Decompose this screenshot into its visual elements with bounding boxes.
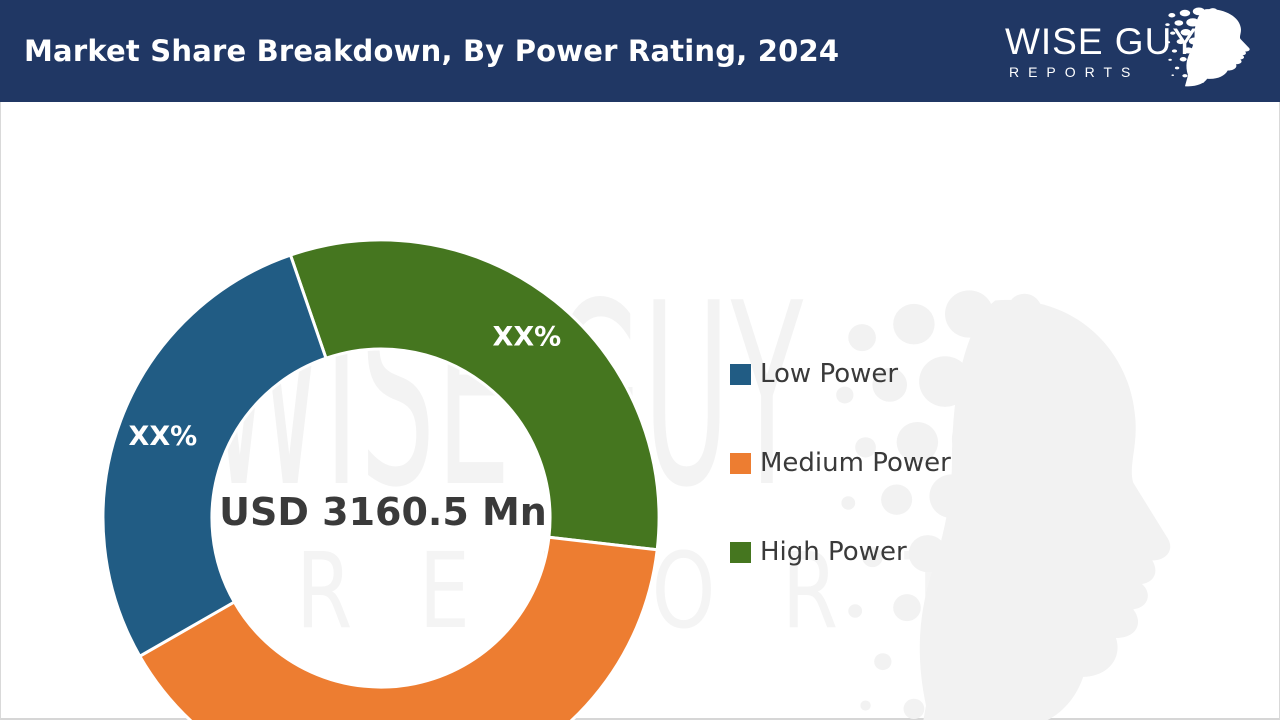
slice-label-low-power: XX% xyxy=(129,421,198,452)
face-dot xyxy=(1000,587,1021,608)
face-dot xyxy=(893,594,921,622)
donut-slice-low-power[interactable] xyxy=(101,253,328,658)
face-dot xyxy=(860,700,871,711)
wise-guy-logo: WISE GUY REPORTS xyxy=(1005,0,1260,102)
face-dot xyxy=(893,303,935,345)
face-dot xyxy=(1017,418,1046,446)
logo-name: WISE GUY xyxy=(1004,20,1198,62)
header-bar: Market Share Breakdown, By Power Rating,… xyxy=(0,0,1280,102)
face-dot xyxy=(1064,413,1082,431)
slice-label-high-power: XX% xyxy=(493,321,562,352)
face-dot xyxy=(874,653,892,671)
face-dot xyxy=(945,290,994,338)
face-dot xyxy=(1176,39,1185,45)
face-dot xyxy=(951,415,1001,463)
page-title: Market Share Breakdown, By Power Rating,… xyxy=(24,34,840,68)
face-dot xyxy=(1180,29,1192,36)
face-dot xyxy=(1170,31,1176,35)
legend-label-low-power: Low Power xyxy=(760,359,899,389)
face-dot xyxy=(1171,49,1178,53)
face-dot xyxy=(962,530,1004,571)
donut-slice-high-power[interactable] xyxy=(289,238,661,552)
face-profile xyxy=(1184,9,1250,87)
face-dot xyxy=(922,643,954,674)
face-dot xyxy=(1043,474,1061,492)
legend-swatch-medium-power xyxy=(730,453,751,474)
face-dot xyxy=(984,356,1023,394)
face-profile xyxy=(919,299,1171,720)
face-dot xyxy=(977,639,1002,664)
legend-item-medium-power[interactable]: Medium Power xyxy=(730,449,951,478)
face-dot xyxy=(848,604,863,618)
chart-center-value: USD 3160.5 Mn xyxy=(219,490,547,534)
legend-item-high-power[interactable]: High Power xyxy=(730,538,951,567)
logo-face-icon xyxy=(1165,7,1250,87)
legend-label-medium-power: Medium Power xyxy=(760,448,951,478)
face-dot xyxy=(951,688,980,716)
donut-slice-medium-power[interactable] xyxy=(138,535,659,720)
face-dot xyxy=(943,585,982,623)
face-dot xyxy=(1059,320,1080,341)
face-dot xyxy=(1168,58,1172,61)
face-dot xyxy=(1179,9,1191,17)
legend-swatch-low-power xyxy=(730,364,751,385)
logo-tagline: REPORTS xyxy=(1008,63,1140,80)
face-dot xyxy=(1166,41,1171,44)
face-dot xyxy=(1179,57,1187,62)
face-dot xyxy=(848,324,876,352)
face-dot xyxy=(1019,528,1044,552)
face-dot xyxy=(1174,66,1180,70)
face-dot xyxy=(991,477,1023,509)
face-dot xyxy=(1007,293,1042,328)
face-dot xyxy=(1182,74,1188,78)
face-dot xyxy=(1171,74,1175,77)
face-dot xyxy=(1165,23,1170,26)
chart-legend: Low Power Medium Power High Power xyxy=(730,360,951,567)
face-dot xyxy=(1174,20,1184,26)
donut-chart: XX%39.9%XX% xyxy=(101,238,661,720)
face-dot xyxy=(1168,13,1176,18)
face-dot xyxy=(1041,357,1063,379)
legend-item-low-power[interactable]: Low Power xyxy=(730,360,951,389)
legend-swatch-high-power xyxy=(730,542,751,563)
legend-label-high-power: High Power xyxy=(760,537,907,567)
logo-text: WISE GUY REPORTS xyxy=(1004,20,1198,80)
chart-area: WISE GUY R E P O R T S XX%39.9%XX% USD 3… xyxy=(0,102,1280,720)
face-dot xyxy=(903,698,925,719)
